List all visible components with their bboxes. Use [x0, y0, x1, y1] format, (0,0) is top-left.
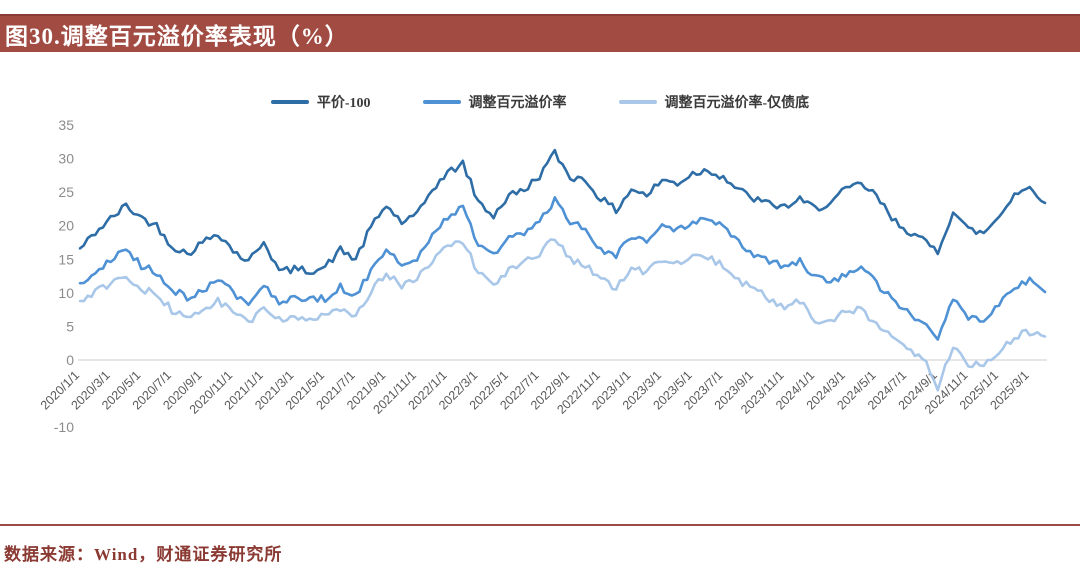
y-axis-tick-label: 10	[58, 285, 74, 301]
source-text: 数据来源：Wind，财通证券研究所	[4, 545, 283, 564]
legend-line-light-blue-icon	[618, 100, 657, 104]
y-axis-tick-label: 5	[66, 318, 74, 334]
series-line-2	[78, 238, 1047, 392]
y-axis-tick-label: 0	[66, 352, 74, 368]
figure-title: 图30.调整百元溢价率表现（%）	[5, 24, 349, 49]
legend-label-parity: 平价-100	[316, 96, 371, 111]
legend-item-bond-floor-only: 调整百元溢价率-仅债底	[618, 92, 810, 112]
y-axis-tick-label: 15	[58, 251, 74, 267]
y-axis-tick-label: 20	[58, 218, 74, 234]
legend-label-bond-floor-only: 调整百元溢价率-仅债底	[664, 96, 810, 111]
legend-line-mid-blue-icon	[422, 100, 461, 104]
chart-legend: 平价-100 调整百元溢价率 调整百元溢价率-仅债底	[0, 92, 1080, 112]
source-divider	[0, 524, 1080, 526]
legend-item-adjusted-premium: 调整百元溢价率	[422, 92, 567, 112]
y-axis-tick-label: 30	[58, 151, 74, 167]
x-axis-tick-labels: 2020/1/12020/3/12020/5/12020/7/12020/9/1…	[38, 368, 1032, 417]
y-axis-tick-labels: 35 30 25 20 15 10 5 0 -10	[54, 117, 74, 435]
legend-line-dark-blue-icon	[270, 100, 309, 104]
y-axis-tick-label: 35	[58, 117, 74, 133]
legend-label-adjusted-premium: 调整百元溢价率	[468, 96, 567, 111]
y-axis-tick-label: 25	[58, 184, 74, 200]
y-axis-tick-label: -10	[54, 419, 74, 435]
legend-item-parity: 平价-100	[270, 92, 371, 112]
figure-title-bar: 图30.调整百元溢价率表现（%）	[0, 14, 1080, 52]
series-line-0	[78, 148, 1047, 276]
series-line-1	[78, 196, 1047, 341]
